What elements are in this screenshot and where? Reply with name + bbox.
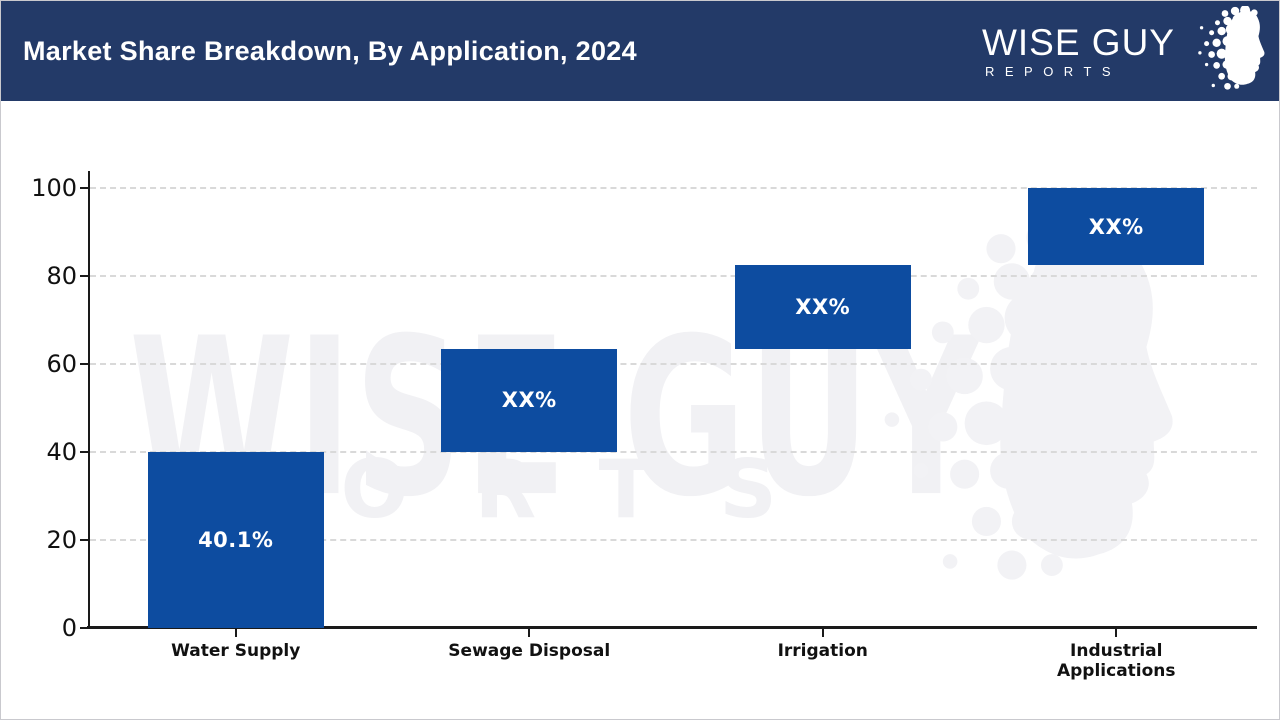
chart-title: Market Share Breakdown, By Application, …: [23, 35, 637, 66]
y-axis-tick: [80, 363, 88, 365]
logo-text: WISE GUY REPORTS: [982, 24, 1175, 78]
grid-line: [90, 451, 1257, 453]
y-tick-label: 20: [46, 526, 77, 554]
y-tick-label: 0: [61, 614, 77, 642]
x-tick-label: Industrial Applications: [1056, 641, 1176, 681]
bar-segment: XX%: [1028, 188, 1205, 265]
y-tick-label: 100: [31, 174, 77, 202]
y-tick-label: 80: [46, 262, 77, 290]
grid-line: [90, 539, 1257, 541]
x-axis-tick: [528, 629, 531, 637]
wise-guy-reports-logo: WISE GUY REPORTS: [982, 4, 1267, 98]
bar-segment: 40.1%: [147, 451, 324, 628]
grid-line: [90, 275, 1257, 277]
grid-line: [90, 187, 1257, 189]
y-axis-tick: [80, 627, 88, 629]
x-tick-label: Sewage Disposal: [448, 641, 611, 661]
y-axis-tick: [80, 187, 88, 189]
y-axis-tick: [80, 451, 88, 453]
x-axis-tick: [821, 629, 824, 637]
logo-head-icon: [1198, 6, 1265, 90]
bar-value-label: XX%: [795, 294, 851, 319]
header-bar: Market Share Breakdown, By Application, …: [1, 1, 1279, 101]
x-axis-tick: [234, 629, 237, 637]
bar-value-label: XX%: [501, 388, 557, 413]
x-axis-line: [87, 626, 1257, 629]
logo-wordmark: WISE GUY: [981, 22, 1175, 63]
logo-subtext: REPORTS: [984, 64, 1122, 79]
grid-line: [90, 363, 1257, 365]
bar-value-label: 40.1%: [198, 527, 274, 552]
bar-value-label: XX%: [1088, 214, 1144, 239]
y-axis-line: [88, 171, 90, 628]
y-tick-label: 40: [46, 438, 77, 466]
x-tick-label: Water Supply: [171, 641, 301, 661]
x-tick-label: Irrigation: [777, 641, 868, 661]
y-axis-tick: [80, 275, 88, 277]
y-tick-label: 60: [46, 350, 77, 378]
y-axis-tick: [80, 539, 88, 541]
bar-segment: XX%: [441, 348, 618, 452]
bar-segment: XX%: [734, 265, 911, 349]
x-axis-tick: [1115, 629, 1118, 637]
